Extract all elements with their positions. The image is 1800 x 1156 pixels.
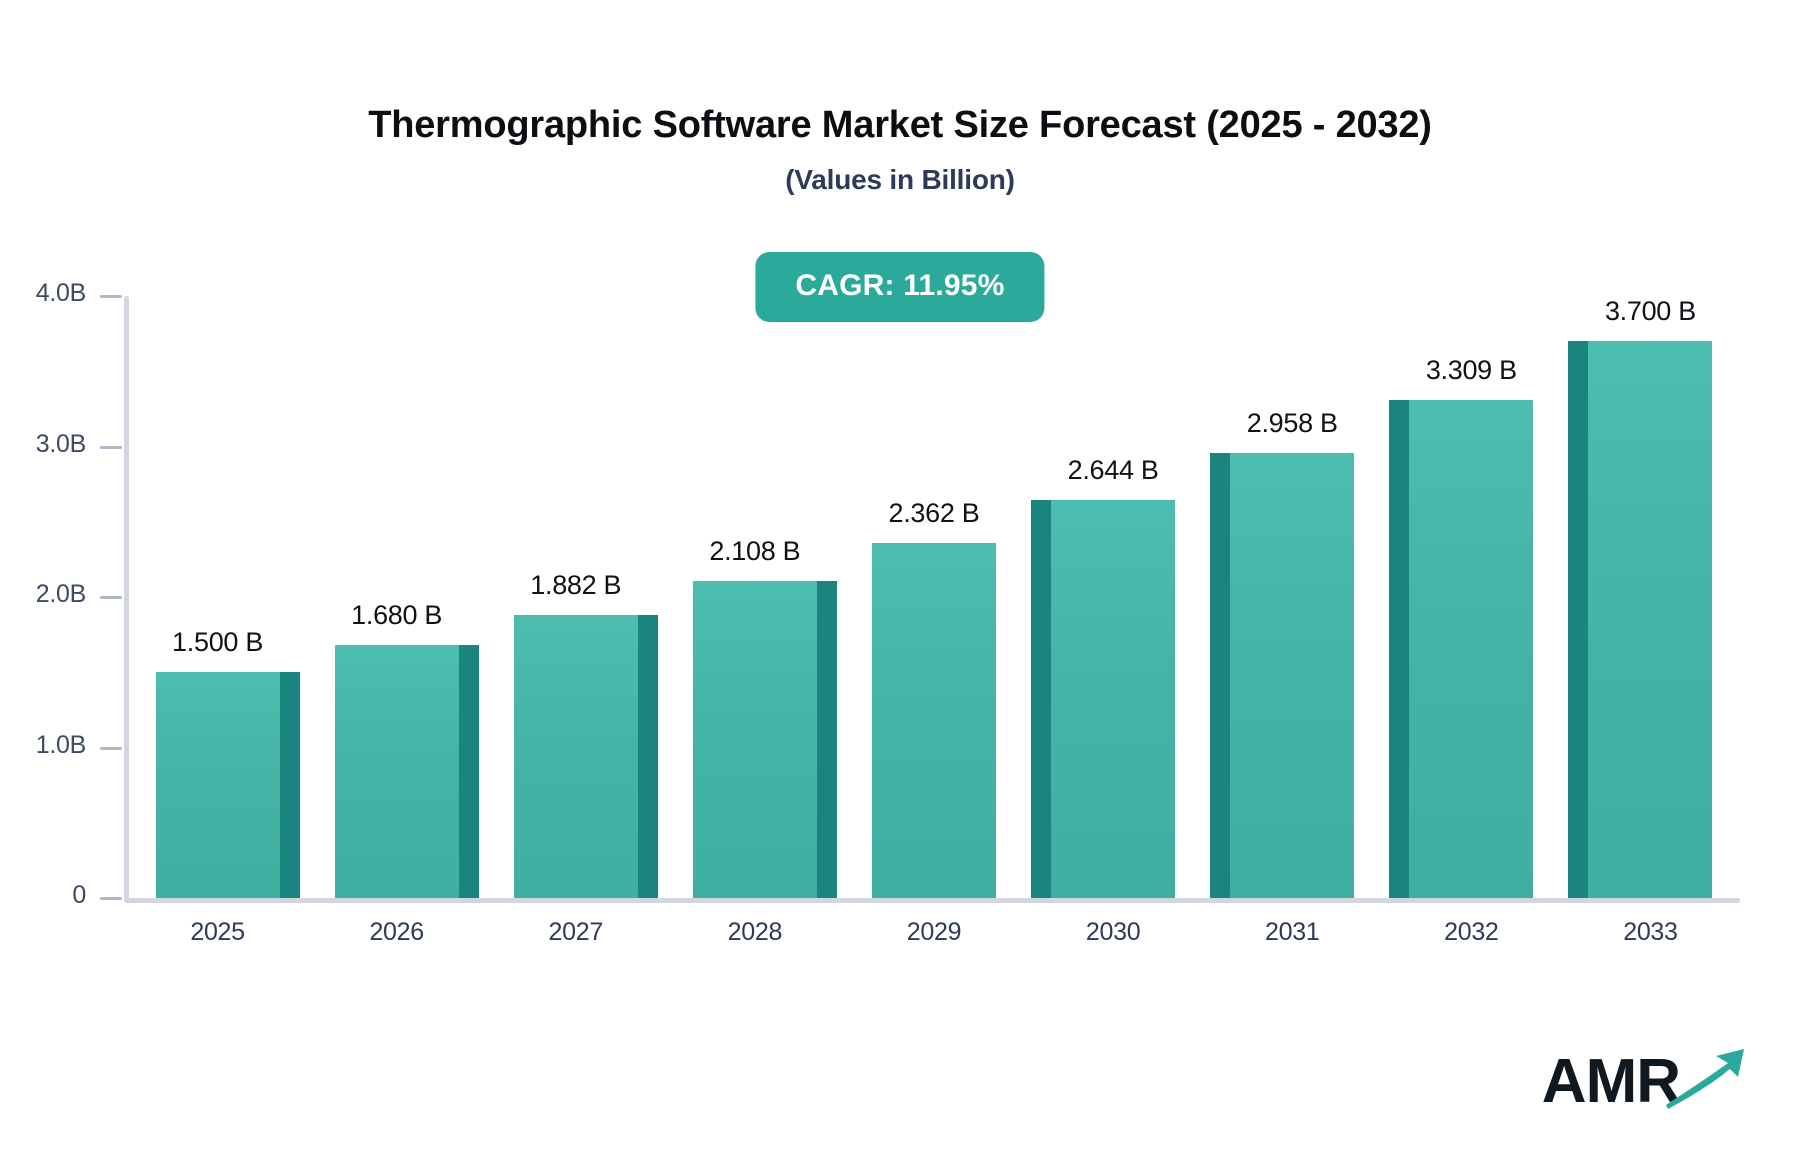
x-axis-tick-label: 2033: [1623, 918, 1678, 946]
x-axis-tick-label: 2026: [369, 918, 424, 946]
y-axis-tick-label: 2.0B: [35, 580, 87, 608]
arrow-up-right-icon: [1662, 1043, 1748, 1116]
bar-side-face: [1389, 412, 1410, 898]
x-axis-tick-label: 2025: [190, 918, 245, 946]
bar[interactable]: 1.680 B: [334, 296, 479, 898]
bar-value-label: 1.500 B: [172, 627, 264, 658]
bar-value-label: 2.362 B: [888, 497, 980, 528]
bar-front-face: [872, 542, 996, 898]
x-axis-tick-label: 2029: [906, 918, 962, 946]
bar-front-face: [155, 672, 280, 898]
y-axis-tick-label: 3.0B: [35, 429, 87, 458]
bar-value-label: 2.644 B: [1067, 455, 1159, 486]
plot-area: 0 1.0B 2.0B 3.0B 4.0B 1.500 B 2025 1.680 B 2026…: [36, 279, 1740, 946]
bar[interactable]: 2.108 B: [692, 296, 837, 898]
bar-front-face: [1588, 341, 1713, 898]
y-axis-tick-mark: [100, 596, 122, 599]
bar-group[interactable]: 1.500 B 2025: [155, 296, 300, 946]
x-axis-line: [124, 898, 1740, 903]
bar-side-face: [1210, 464, 1231, 898]
y-axis-tick-mark: [100, 746, 122, 750]
x-axis-tick-label: 2032: [1444, 918, 1499, 946]
bar[interactable]: 1.500 B: [155, 296, 300, 898]
cagr-badge: CAGR: 11.95%: [755, 252, 1045, 322]
bar-side-face: [816, 592, 837, 898]
bar-group[interactable]: 3.700 B 2033: [1568, 296, 1713, 946]
bar-value-label: 1.882 B: [530, 569, 622, 600]
bar[interactable]: 3.309 B: [1389, 296, 1534, 898]
bar-front-face: [1409, 400, 1534, 898]
bar-value-label: 2.108 B: [709, 535, 801, 566]
bar-group[interactable]: 2.362 B 2029: [872, 296, 996, 946]
bar[interactable]: 2.958 B: [1210, 296, 1355, 898]
bar[interactable]: 2.362 B: [872, 296, 996, 898]
bar-value-label: 3.309 B: [1425, 355, 1517, 385]
bar[interactable]: 1.882 B: [513, 296, 658, 898]
chart-title: Thermographic Software Market Size Forec…: [368, 104, 1432, 146]
y-axis-tick-label: 1.0B: [35, 730, 87, 759]
bar-group[interactable]: 2.108 B 2028: [692, 296, 837, 946]
amr-logo: AMR: [1542, 1042, 1748, 1122]
bar-group[interactable]: 3.309 B 2032: [1389, 296, 1534, 946]
bar-front-face: [513, 614, 638, 898]
x-axis-tick-label: 2028: [727, 918, 783, 946]
bar-side-face: [458, 657, 479, 898]
y-axis-line: [124, 296, 129, 902]
y-axis-tick-mark: [100, 897, 122, 900]
amr-wordmark: AMR: [1541, 1047, 1681, 1116]
bar-group[interactable]: 2.958 B 2031: [1210, 296, 1355, 946]
x-axis-tick-label: 2031: [1265, 918, 1320, 946]
bar-value-label: 3.700 B: [1604, 296, 1696, 327]
bar[interactable]: 2.644 B: [1031, 296, 1176, 898]
bar-front-face: [1051, 500, 1176, 898]
bar-side-face: [1031, 512, 1052, 898]
y-axis-tick-label: 4.0B: [35, 279, 87, 307]
bar-side-face: [1568, 353, 1589, 898]
y-axis-tick-mark: [100, 295, 122, 298]
x-axis-tick-label: 2030: [1085, 918, 1141, 946]
bar-value-label: 1.680 B: [351, 600, 443, 631]
bar[interactable]: 3.700 B: [1568, 296, 1713, 898]
y-axis-tick-mark: [100, 445, 122, 449]
bar-group[interactable]: 1.680 B 2026: [334, 296, 479, 946]
bar-side-face: [279, 684, 300, 898]
bar-side-face: [637, 626, 658, 898]
bar-front-face: [334, 645, 459, 898]
bar-group[interactable]: 2.644 B 2030: [1031, 296, 1176, 946]
y-axis-tick-label: 0: [72, 881, 86, 909]
bar-front-face: [692, 580, 817, 898]
chart-subtitle: (Values in Billion): [785, 163, 1015, 195]
bar-value-label: 2.958 B: [1246, 407, 1338, 438]
bar-group[interactable]: 1.882 B 2027: [513, 296, 658, 946]
x-axis-tick-label: 2027: [548, 918, 604, 946]
bar-front-face: [1230, 452, 1355, 898]
chart-header: Thermographic Software Market Size Forec…: [0, 104, 1800, 196]
